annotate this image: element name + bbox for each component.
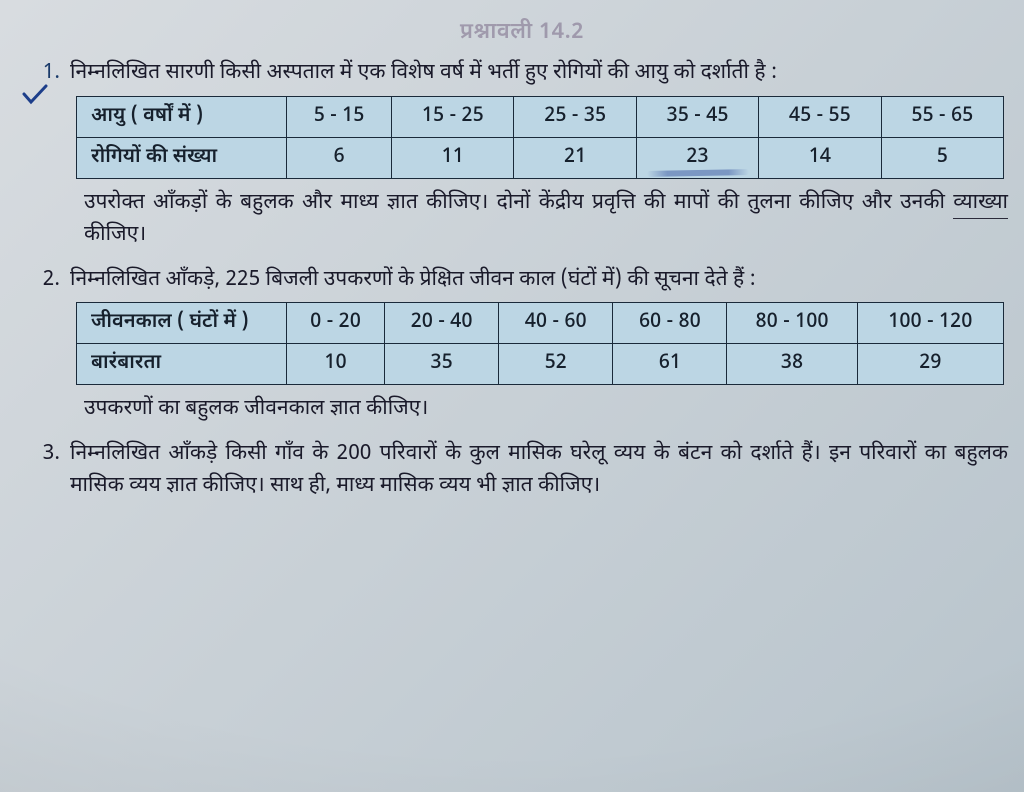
cell: 11 xyxy=(392,137,514,178)
question-2-text: निम्नलिखित आँकड़े, 225 बिजली उपकरणों के … xyxy=(70,264,1008,297)
question-2-followup: उपकरणों का बहुलक जीवनकाल ज्ञात कीजिए। xyxy=(84,393,1008,426)
question-3-text: निम्नलिखित आँकड़े किसी गाँव के 200 परिवा… xyxy=(70,438,1008,503)
question-3: 3. निम्नलिखित आँकड़े किसी गाँव के 200 पर… xyxy=(36,438,1008,503)
question-2: 2. निम्नलिखित आँकड़े, 225 बिजली उपकरणों … xyxy=(36,264,1008,297)
cell: 35 - 45 xyxy=(636,96,758,137)
cell: 21 xyxy=(514,137,636,178)
table-row: बारंबारता 10 35 52 61 38 29 xyxy=(77,344,1004,385)
cell: 38 xyxy=(727,344,857,385)
q1-after-part1: उपरोक्त आँकड़ों के बहुलक और माध्य ज्ञात … xyxy=(84,189,953,217)
exercise-heading: प्रश्नावली 14.2 xyxy=(36,18,1008,47)
cell: 60 - 80 xyxy=(613,303,727,344)
table-row: रोगियों की संख्या 6 11 21 23 14 5 xyxy=(77,137,1004,178)
cell: 61 xyxy=(613,344,727,385)
cell: 35 xyxy=(385,344,499,385)
row-head: रोगियों की संख्या xyxy=(77,137,287,178)
row-head: बारंबारता xyxy=(77,344,287,385)
table-q1: आयु ( वर्षों में ) 5 - 15 15 - 25 25 - 3… xyxy=(76,96,1004,179)
row-head: आयु ( वर्षों में ) xyxy=(77,96,287,137)
cell: 80 - 100 xyxy=(727,303,857,344)
question-1-text: निम्नलिखित सारणी किसी अस्पताल में एक विश… xyxy=(70,57,1008,90)
table-row: आयु ( वर्षों में ) 5 - 15 15 - 25 25 - 3… xyxy=(77,96,1004,137)
cell: 45 - 55 xyxy=(759,96,881,137)
q1-after-part2: कीजिए। xyxy=(84,221,146,249)
underlined-word: व्याख्या xyxy=(953,189,1008,219)
cell: 40 - 60 xyxy=(499,303,613,344)
cell: 5 xyxy=(881,137,1003,178)
cell: 6 xyxy=(287,137,392,178)
question-1: 1. निम्नलिखित सारणी किसी अस्पताल में एक … xyxy=(36,57,1008,90)
cell-annotated: 23 xyxy=(636,137,758,178)
question-2-number: 2. xyxy=(36,264,60,297)
cell: 10 xyxy=(287,344,385,385)
cell: 5 - 15 xyxy=(287,96,392,137)
cell: 0 - 20 xyxy=(287,303,385,344)
cell: 20 - 40 xyxy=(385,303,499,344)
cell: 55 - 65 xyxy=(881,96,1003,137)
cell: 14 xyxy=(759,137,881,178)
cell: 29 xyxy=(857,344,1003,385)
table-q2: जीवनकाल ( घंटों में ) 0 - 20 20 - 40 40 … xyxy=(76,302,1004,385)
cell: 52 xyxy=(499,344,613,385)
question-1-followup: उपरोक्त आँकड़ों के बहुलक और माध्य ज्ञात … xyxy=(84,187,1008,252)
cell: 15 - 25 xyxy=(392,96,514,137)
table-row: जीवनकाल ( घंटों में ) 0 - 20 20 - 40 40 … xyxy=(77,303,1004,344)
cell: 100 - 120 xyxy=(857,303,1003,344)
row-head: जीवनकाल ( घंटों में ) xyxy=(77,303,287,344)
cell: 25 - 35 xyxy=(514,96,636,137)
question-3-number: 3. xyxy=(36,438,60,503)
checkmark-icon xyxy=(22,84,48,106)
